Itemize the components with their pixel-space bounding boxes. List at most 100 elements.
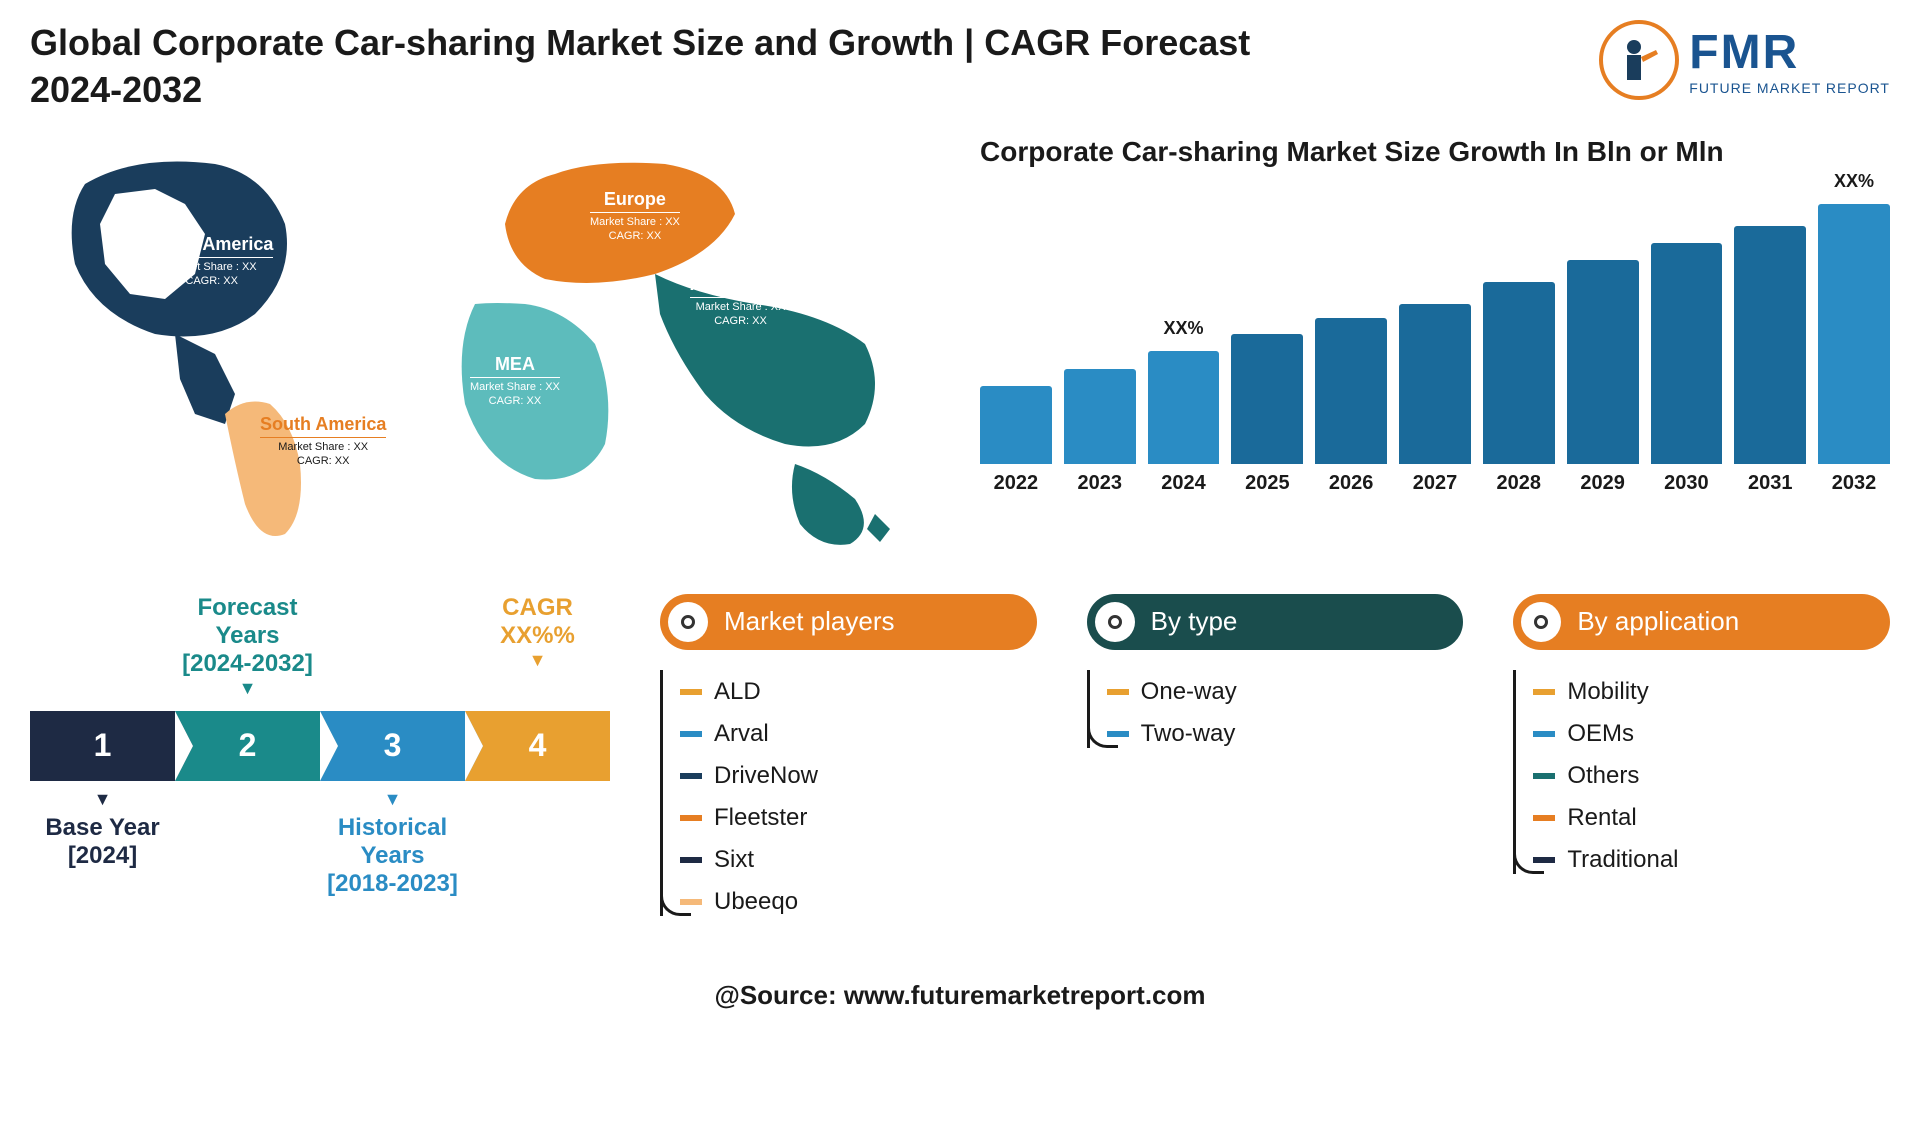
bullet-icon [1533, 731, 1555, 737]
list-item: Sixt [680, 846, 1037, 874]
category-column: By type One-way Two-way [1087, 594, 1464, 930]
category-column: Market players ALD Arval DriveNow Fleetster… [660, 594, 1037, 930]
category-header: By application [1513, 594, 1890, 650]
bar-year-label: 2023 [1077, 472, 1122, 495]
bullet-icon [668, 602, 708, 642]
list-item-label: DriveNow [714, 762, 818, 790]
chart-title: Corporate Car-sharing Market Size Growth… [980, 134, 1890, 170]
bottom-row: Forecast Years[2024-2032]▼CAGRXX%%▼ 1234… [30, 594, 1890, 930]
bullet-icon [1533, 857, 1555, 863]
region-label-sa: South America Market Share : XX CAGR: XX [260, 414, 386, 469]
bullet-icon [1533, 689, 1555, 695]
bullet-icon [1107, 731, 1129, 737]
bar-year-label: 2028 [1497, 472, 1542, 495]
timeline-bar: 1234 [30, 711, 610, 781]
list-item-label: Fleetster [714, 804, 807, 832]
list-item: DriveNow [680, 762, 1037, 790]
bar-year-label: 2026 [1329, 472, 1374, 495]
bars-area: 2022 2023 XX% 2024 2025 2026 2027 2028 2029 2030 2… [980, 190, 1890, 500]
chart-bar [1148, 351, 1220, 464]
timeline: Forecast Years[2024-2032]▼CAGRXX%%▼ 1234… [30, 594, 610, 898]
chart-bar [1651, 243, 1723, 464]
arrow-down-icon: ▼ [465, 650, 610, 671]
bar-year-label: 2029 [1580, 472, 1625, 495]
list-item: ALD [680, 678, 1037, 706]
timeline-top-label: Forecast Years[2024-2032] [175, 594, 320, 678]
bar-year-label: 2027 [1413, 472, 1458, 495]
chart-bar [1734, 226, 1806, 464]
list-item-label: Mobility [1567, 678, 1648, 706]
bullet-icon [680, 899, 702, 905]
timeline-segment: 4 [465, 711, 610, 781]
logo: FMR FUTURE MARKET REPORT [1599, 20, 1890, 100]
bar-chart: Corporate Car-sharing Market Size Growth… [980, 134, 1890, 554]
bar-year-label: 2031 [1748, 472, 1793, 495]
list-item: OEMs [1533, 720, 1890, 748]
bar-wrap: XX% 2024 [1148, 318, 1220, 495]
bullet-icon [680, 815, 702, 821]
list-item-label: Ubeeqo [714, 888, 798, 916]
arrow-down-icon: ▼ [175, 678, 320, 699]
chart-bar [1399, 304, 1471, 464]
list-item: Arval [680, 720, 1037, 748]
list-item-label: Two-way [1141, 720, 1236, 748]
source-text: @Source: www.futuremarketreport.com [30, 980, 1890, 1011]
chart-bar [1567, 260, 1639, 464]
category-header: By type [1087, 594, 1464, 650]
list-item-label: OEMs [1567, 720, 1634, 748]
chart-bar [1315, 318, 1387, 464]
region-label-eu: Europe Market Share : XX CAGR: XX [590, 189, 680, 244]
timeline-bottom-label: Base Year[2024] [30, 814, 175, 870]
list-item-label: Arval [714, 720, 769, 748]
bar-wrap: 2028 [1483, 282, 1555, 495]
bullet-icon [1521, 602, 1561, 642]
list-item-label: Traditional [1567, 846, 1678, 874]
list-item-label: ALD [714, 678, 761, 706]
bar-wrap: XX% 2032 [1818, 171, 1890, 495]
category-list: ALD Arval DriveNow Fleetster Sixt Ubeeqo [660, 670, 1037, 916]
bar-wrap: 2027 [1399, 304, 1471, 495]
bullet-icon [680, 731, 702, 737]
region-label-ap: Asia Pacific Market Share : XX CAGR: XX [690, 274, 791, 329]
category-column: By application MobilityOEMsOthersRentalT… [1513, 594, 1890, 930]
timeline-bottom-label: Historical Years[2018-2023] [320, 814, 465, 898]
bar-wrap: 2031 [1734, 226, 1806, 495]
bar-top-label: XX% [1164, 318, 1204, 339]
bullet-icon [1107, 689, 1129, 695]
bar-year-label: 2022 [994, 472, 1039, 495]
timeline-top-label: CAGRXX%% [465, 594, 610, 650]
logo-subtitle: FUTURE MARKET REPORT [1689, 80, 1890, 96]
categories: Market players ALD Arval DriveNow Fleetster… [660, 594, 1890, 930]
bar-wrap: 2023 [1064, 369, 1136, 495]
category-list: MobilityOEMsOthersRentalTraditional [1513, 670, 1890, 874]
logo-fmr: FMR [1689, 25, 1890, 80]
list-item: Others [1533, 762, 1890, 790]
main-row: North America Market Share : XX CAGR: XX… [30, 134, 1890, 554]
arrow-down-icon: ▼ [320, 789, 465, 810]
bar-year-label: 2030 [1664, 472, 1709, 495]
timeline-segment: 3 [320, 711, 465, 781]
region-label-mea: MEA Market Share : XX CAGR: XX [470, 354, 560, 409]
world-map: North America Market Share : XX CAGR: XX… [30, 134, 940, 554]
category-title: Market players [724, 606, 895, 637]
list-item: Traditional [1533, 846, 1890, 874]
chart-bar [1231, 334, 1303, 464]
bar-wrap: 2030 [1651, 243, 1723, 495]
bullet-icon [680, 773, 702, 779]
bar-wrap: 2022 [980, 386, 1052, 495]
bar-top-label: XX% [1834, 171, 1874, 192]
bullet-icon [1533, 773, 1555, 779]
header: Global Corporate Car-sharing Market Size… [30, 20, 1890, 114]
bullet-icon [680, 857, 702, 863]
list-item: Two-way [1107, 720, 1464, 748]
list-item-label: Others [1567, 762, 1639, 790]
bar-year-label: 2032 [1832, 472, 1877, 495]
chart-bar [980, 386, 1052, 464]
bar-year-label: 2024 [1161, 472, 1206, 495]
region-label-na: North America Market Share : XX CAGR: XX [150, 234, 273, 289]
bar-wrap: 2025 [1231, 334, 1303, 495]
chart-bar [1483, 282, 1555, 464]
chart-bar [1818, 204, 1890, 464]
timeline-labels-top: Forecast Years[2024-2032]▼CAGRXX%%▼ [30, 594, 610, 703]
list-item-label: One-way [1141, 678, 1237, 706]
